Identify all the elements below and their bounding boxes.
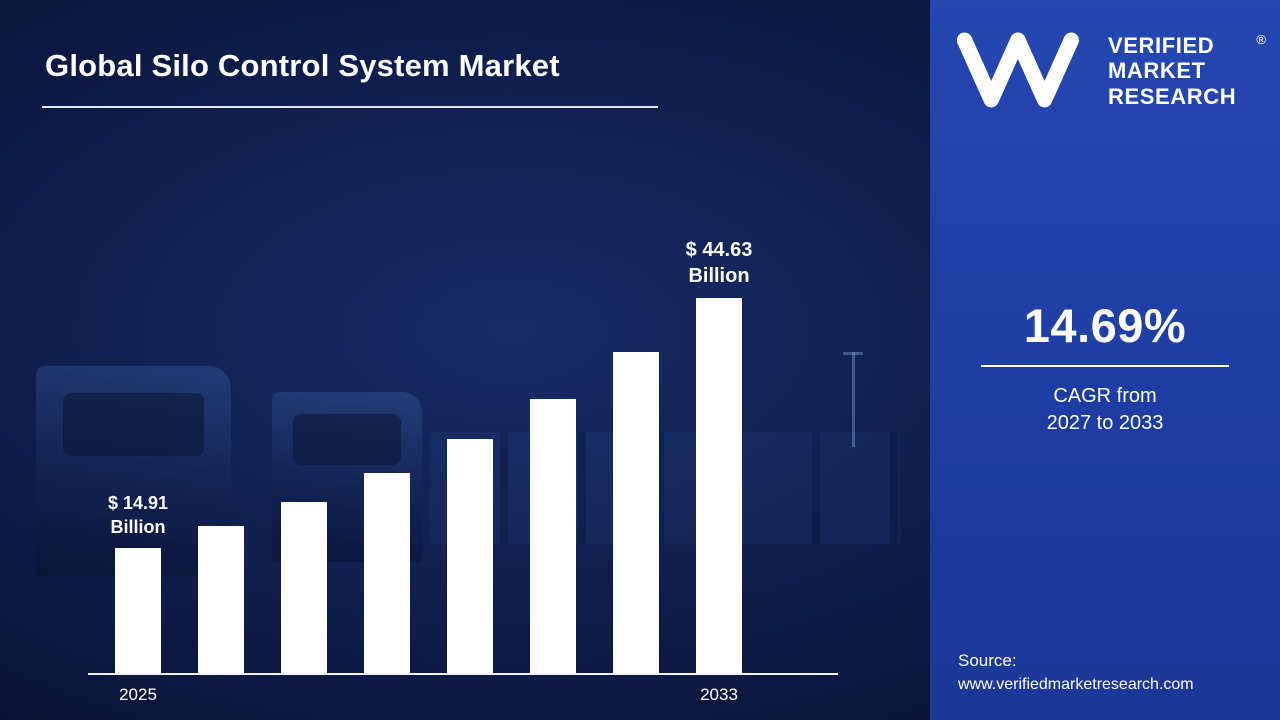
cagr-caption: CAGR from 2027 to 2033: [930, 383, 1280, 437]
streetlight-icon: [843, 352, 863, 447]
bar-2: [198, 526, 244, 673]
source-label: Source:: [958, 651, 1017, 670]
x-tick-last-year: 2033: [700, 685, 738, 704]
x-tick-first-year: 2025: [119, 685, 157, 704]
truck-windshield-icon: [63, 393, 204, 457]
cagr-underline: [981, 365, 1229, 367]
bar-6: [530, 399, 576, 673]
page-title: Global Silo Control System Market: [45, 48, 560, 83]
bar-7: [613, 352, 659, 673]
logo-line-verified: VERIFIED: [1108, 33, 1215, 59]
first-bar-value-label: $ 14.91 Billion: [107, 493, 169, 537]
logo-line-market: MARKET: [1108, 58, 1206, 84]
bar-4: [364, 473, 410, 673]
sidebar: VERIFIED MARKET RESEARCH ® 14.69% CAGR f…: [930, 0, 1280, 720]
cagr-block: 14.69% CAGR from 2027 to 2033: [930, 298, 1280, 437]
vmr-logo: VERIFIED MARKET RESEARCH ®: [946, 32, 1266, 110]
vmr-monogram-icon: [956, 32, 1079, 108]
bars-group: $ 14.91 Billion 2025 $ 44.63 Billion 2033: [88, 239, 838, 704]
bar-1: $ 14.91 Billion 2025: [108, 493, 168, 704]
bar-3: [281, 502, 327, 673]
cagr-caption-line1: CAGR from: [1053, 385, 1157, 407]
logo-line-research: RESEARCH: [1108, 83, 1237, 109]
source-url: www.verifiedmarketresearch.com: [958, 676, 1194, 693]
truck-windshield-icon: [293, 414, 401, 466]
logo-text: VERIFIED MARKET RESEARCH: [1108, 33, 1236, 108]
cagr-caption-line2: 2027 to 2033: [1046, 412, 1164, 434]
bar-8: $ 44.63 Billion 2033: [686, 239, 753, 704]
last-bar-value-label: $ 44.63 Billion: [685, 239, 753, 287]
truck-row-silhouette-icon: [430, 432, 900, 544]
x-axis-line: [88, 673, 838, 675]
registered-trademark: ®: [1256, 32, 1266, 47]
truck-silhouette-icon: [36, 366, 231, 576]
bar-5: [447, 439, 493, 673]
source-block: Source: www.verifiedmarketresearch.com: [958, 651, 1194, 694]
title-underline: [42, 106, 658, 108]
cagr-value: 14.69%: [1023, 299, 1187, 352]
bar-chart: $ 14.91 Billion 2025 $ 44.63 Billion 2033: [88, 239, 838, 704]
